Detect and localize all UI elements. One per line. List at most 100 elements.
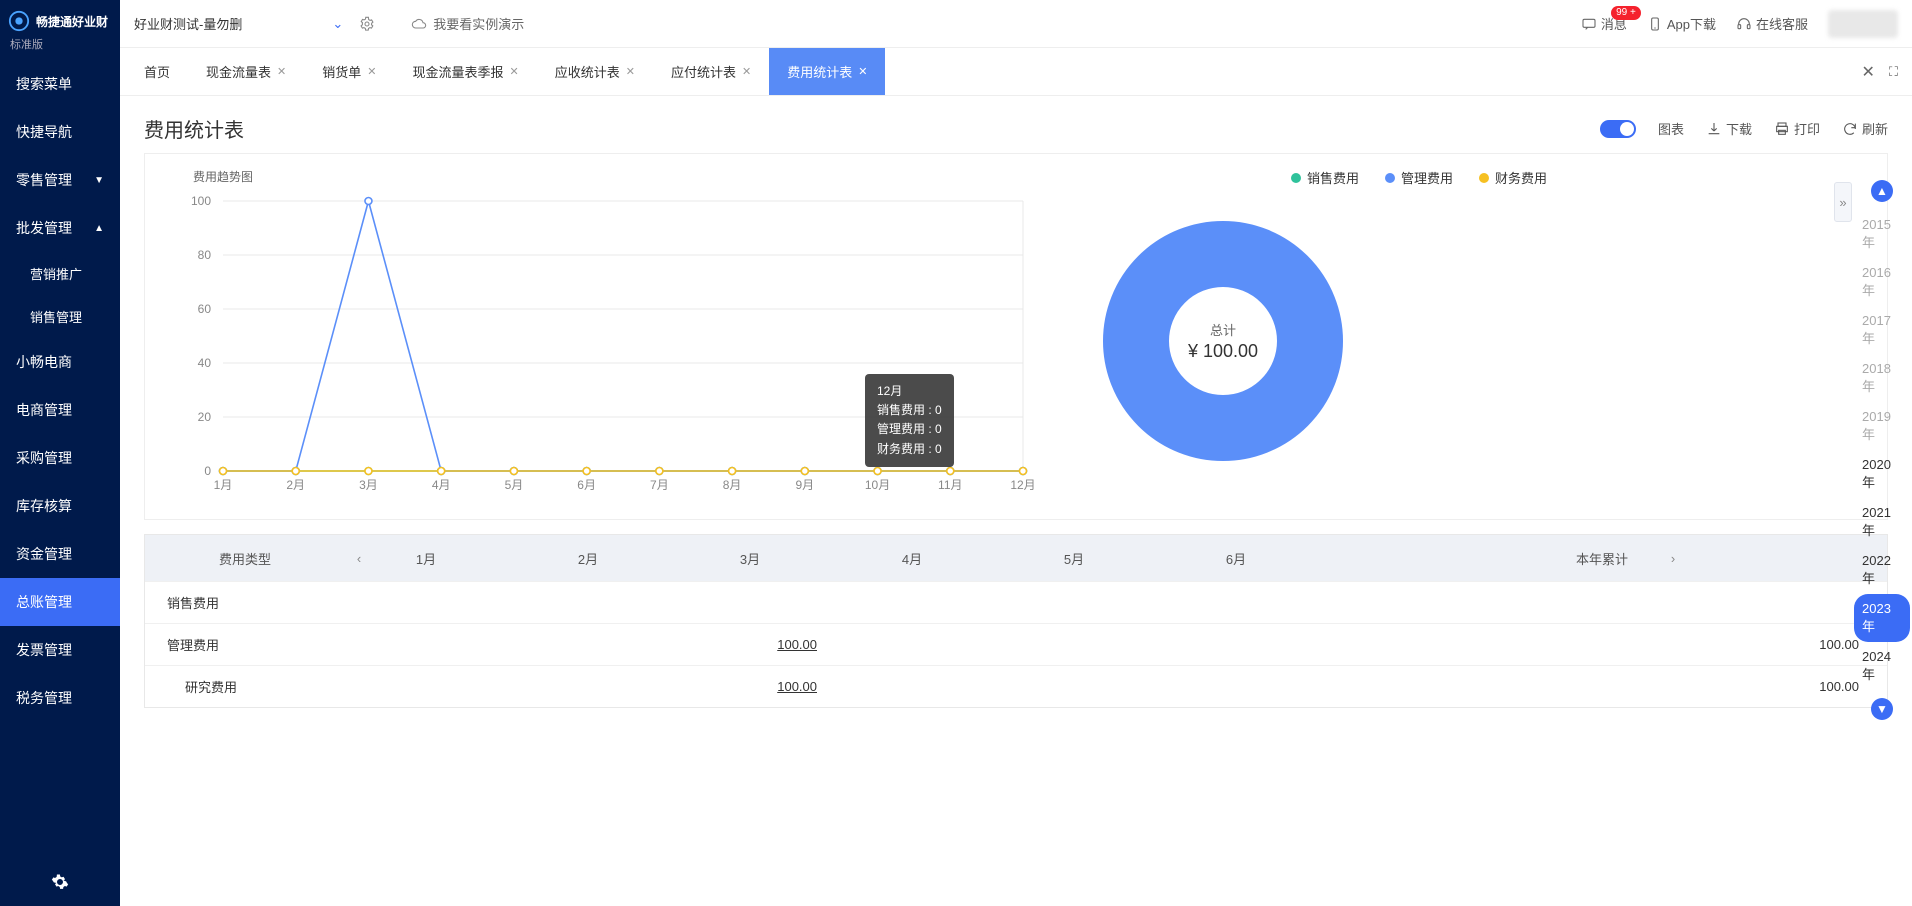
table-header: 费用类型1月2月3月4月5月6月本年累计 ‹ › xyxy=(145,535,1887,581)
rail-up[interactable]: ▲ xyxy=(1871,180,1893,202)
chart-toggle[interactable] xyxy=(1600,120,1636,138)
sidebar-item[interactable]: 快捷导航 xyxy=(0,108,120,156)
message-icon xyxy=(1581,16,1597,32)
messages-button[interactable]: 消息 99 + xyxy=(1581,14,1627,33)
fullscreen-icon[interactable]: ⛶ xyxy=(1889,64,1898,80)
table-scroll-left[interactable]: ‹ xyxy=(345,535,373,581)
svg-text:6月: 6月 xyxy=(577,478,596,492)
year-button[interactable]: 2018年 xyxy=(1854,354,1910,402)
sidebar-item[interactable]: 税务管理 xyxy=(0,674,120,722)
year-button[interactable]: 2024年 xyxy=(1854,642,1910,690)
rail-expand[interactable]: » xyxy=(1834,182,1852,222)
close-icon[interactable]: ✕ xyxy=(626,65,635,78)
legend-item[interactable]: 销售费用 xyxy=(1291,168,1359,187)
download-button[interactable]: 下载 xyxy=(1706,119,1752,138)
sidebar-settings[interactable] xyxy=(0,861,120,906)
refresh-icon xyxy=(1842,121,1858,137)
table-row: 研究费用 100.00 100.00 xyxy=(145,665,1887,707)
sidebar-subitem[interactable]: 销售管理 xyxy=(0,295,120,338)
sidebar-item[interactable]: 零售管理▼ xyxy=(0,156,120,204)
download-label: 下载 xyxy=(1726,119,1752,138)
demo-link[interactable]: 我要看实例演示 xyxy=(411,14,524,33)
legend-item[interactable]: 管理费用 xyxy=(1385,168,1453,187)
year-button[interactable]: 2015年 xyxy=(1854,210,1910,258)
tab[interactable]: 首页 xyxy=(126,48,188,95)
year-button[interactable]: 2021年 xyxy=(1854,498,1910,546)
close-icon[interactable]: ✕ xyxy=(742,65,751,78)
tab-close-all[interactable]: ✕ xyxy=(1861,62,1874,82)
sidebar-item[interactable]: 发票管理 xyxy=(0,626,120,674)
rail-down[interactable]: ▼ xyxy=(1871,698,1893,720)
svg-text:7月: 7月 xyxy=(650,478,669,492)
tab[interactable]: 应收统计表✕ xyxy=(537,48,653,95)
workspace-name: 好业财测试-量勿删 xyxy=(134,14,242,33)
donut-chart: 总计 ¥ 100.00 xyxy=(1083,201,1363,481)
year-button[interactable]: 2020年 xyxy=(1854,450,1910,498)
sidebar-item[interactable]: 采购管理 xyxy=(0,434,120,482)
avatar[interactable] xyxy=(1828,10,1898,38)
workspace-settings[interactable] xyxy=(359,15,375,32)
tab[interactable]: 现金流量表✕ xyxy=(188,48,304,95)
year-button[interactable]: 2017年 xyxy=(1854,306,1910,354)
svg-text:20: 20 xyxy=(198,410,212,424)
th-month: 6月 xyxy=(1155,549,1317,568)
year-rail: ▲ 2015年2016年2017年2018年2019年2020年2021年202… xyxy=(1854,180,1910,720)
td-total: 100.00 xyxy=(1317,637,1887,652)
year-button[interactable]: 2022年 xyxy=(1854,546,1910,594)
cloud-icon xyxy=(411,16,427,32)
chart-legend: 销售费用 管理费用 财务费用 xyxy=(1291,168,1547,187)
tab[interactable]: 销货单✕ xyxy=(304,48,394,95)
sidebar-item[interactable]: 小畅电商 xyxy=(0,338,120,386)
year-button[interactable]: 2016年 xyxy=(1854,258,1910,306)
sidebar-item[interactable]: 电商管理 xyxy=(0,386,120,434)
sidebar-item[interactable]: 总账管理 xyxy=(0,578,120,626)
workspace-select[interactable]: 好业财测试-量勿删 ⌄ xyxy=(134,14,343,33)
th-total: 本年累计 xyxy=(1317,549,1887,568)
refresh-button[interactable]: 刷新 xyxy=(1842,119,1888,138)
sidebar-item[interactable]: 搜索菜单 xyxy=(0,60,120,108)
td-type: 研究费用 xyxy=(145,677,345,696)
th-month: 4月 xyxy=(831,549,993,568)
close-icon[interactable]: ✕ xyxy=(858,65,867,78)
td-total: 100.00 xyxy=(1317,679,1887,694)
sidebar-subitem[interactable]: 营销推广 xyxy=(0,252,120,295)
th-month: 2月 xyxy=(507,549,669,568)
svg-text:2月: 2月 xyxy=(286,478,305,492)
svg-text:12月: 12月 xyxy=(1010,478,1035,492)
tab[interactable]: 应付统计表✕ xyxy=(653,48,769,95)
print-button[interactable]: 打印 xyxy=(1774,119,1820,138)
th-type: 费用类型 xyxy=(145,549,345,568)
customer-service-button[interactable]: 在线客服 xyxy=(1736,14,1808,33)
th-month: 5月 xyxy=(993,549,1155,568)
svg-text:10月: 10月 xyxy=(865,478,890,492)
tab[interactable]: 费用统计表✕ xyxy=(769,48,885,95)
legend-item[interactable]: 财务费用 xyxy=(1479,168,1547,187)
app-download-button[interactable]: App下载 xyxy=(1647,14,1716,33)
table-body: 销售费用管理费用100.00100.00研究费用100.00100.00 xyxy=(145,581,1887,707)
year-button[interactable]: 2023年 xyxy=(1854,594,1910,642)
svg-text:60: 60 xyxy=(198,302,212,316)
chart-toggle-label: 图表 xyxy=(1658,119,1684,138)
donut-value: ¥ 100.00 xyxy=(1188,341,1258,362)
table-row: 管理费用 100.00 100.00 xyxy=(145,623,1887,665)
download-icon xyxy=(1706,121,1722,137)
close-icon[interactable]: ✕ xyxy=(367,65,376,78)
tab[interactable]: 现金流量表季报✕ xyxy=(394,48,536,95)
brand-icon xyxy=(8,10,30,32)
table-scroll-right[interactable]: › xyxy=(1659,535,1687,581)
svg-text:40: 40 xyxy=(198,356,212,370)
svg-text:100: 100 xyxy=(191,194,211,208)
sidebar-item[interactable]: 资金管理 xyxy=(0,530,120,578)
td-cell[interactable]: 100.00 xyxy=(669,637,831,652)
sidebar-item[interactable]: 批发管理▲ xyxy=(0,204,120,252)
svg-text:9月: 9月 xyxy=(795,478,814,492)
year-button[interactable]: 2019年 xyxy=(1854,402,1910,450)
sidebar-item[interactable]: 库存核算 xyxy=(0,482,120,530)
close-icon[interactable]: ✕ xyxy=(277,65,286,78)
brand-logo: 畅捷通好业财 xyxy=(0,0,120,36)
close-icon[interactable]: ✕ xyxy=(510,65,519,78)
svg-text:8月: 8月 xyxy=(723,478,742,492)
td-cell[interactable]: 100.00 xyxy=(669,679,831,694)
td-type: 管理费用 xyxy=(145,635,345,654)
nav: 搜索菜单快捷导航零售管理▼批发管理▲营销推广销售管理小畅电商电商管理采购管理库存… xyxy=(0,60,120,861)
